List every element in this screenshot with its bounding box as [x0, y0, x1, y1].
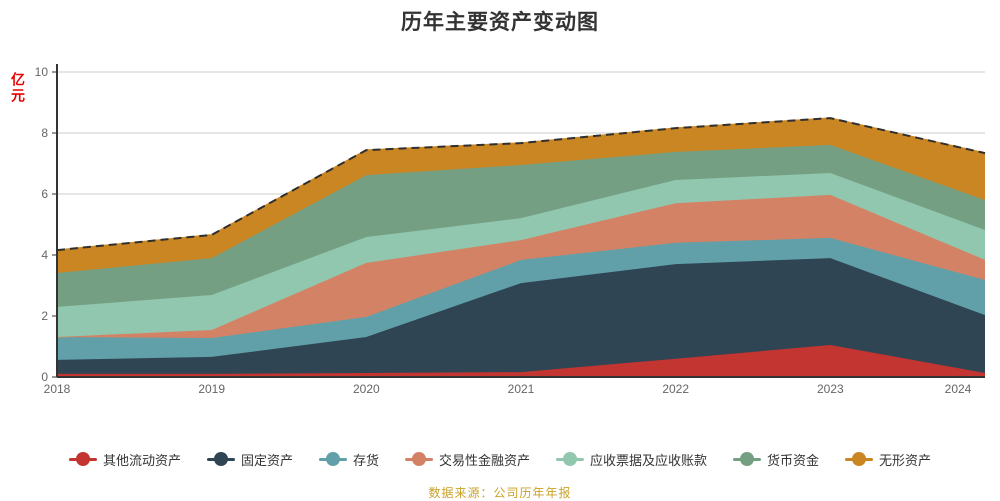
legend-label: 其他流动资产 [102, 452, 181, 468]
legend-item-6[interactable]: 无形资产 [845, 450, 931, 469]
y-tick-label: 8 [41, 126, 48, 140]
series-area-2[interactable] [57, 237, 985, 360]
series-area-6[interactable] [57, 118, 985, 273]
chart-title: 历年主要资产变动图 [401, 11, 599, 34]
legend-item-1[interactable]: 固定资产 [206, 450, 293, 469]
y-tick-label: 0 [41, 370, 48, 384]
legend-line-dot-icon [556, 452, 584, 466]
y-tick-label: 6 [41, 187, 48, 201]
series-area-0[interactable] [57, 345, 985, 377]
y-tick-label: 10 [35, 65, 49, 79]
legend-item-3[interactable]: 交易性金融资产 [404, 450, 530, 469]
legend-label: 无形资产 [879, 452, 932, 468]
legend-item-5[interactable]: 货币资金 [733, 450, 819, 469]
x-tick-label: 2024 [945, 382, 972, 396]
y-axis-unit-label: 亿元 [10, 72, 26, 104]
legend-label: 应收票据及应收账款 [590, 452, 708, 468]
series-area-1[interactable] [57, 258, 985, 374]
x-tick-label: 2018 [44, 382, 71, 396]
legend-label: 交易性金融资产 [438, 452, 530, 468]
legend-label: 货币资金 [767, 452, 820, 468]
y-tick-label: 2 [41, 309, 48, 323]
legend: 其他流动资产 固定资产 存货 交易性金融资产 应收票据及应收账款 货币资金 无形资产 [0, 446, 1000, 472]
x-tick-label: 2019 [198, 382, 225, 396]
x-tick-label: 2020 [353, 382, 380, 396]
legend-item-2[interactable]: 存货 [318, 450, 379, 469]
legend-label: 固定资产 [240, 452, 293, 468]
legend-item-4[interactable]: 应收票据及应收账款 [556, 450, 707, 469]
legend-label: 存货 [352, 452, 379, 468]
x-tick-label: 2022 [662, 382, 689, 396]
x-tick-label: 2023 [817, 382, 844, 396]
legend-line-dot-icon [206, 452, 235, 466]
legend-line-dot-icon [404, 452, 433, 466]
legend-line-dot-icon [845, 452, 874, 466]
y-tick-label: 4 [41, 248, 48, 262]
series-area-4[interactable] [57, 173, 985, 337]
legend-line-dot-icon [733, 452, 762, 466]
series-area-3[interactable] [57, 194, 985, 338]
legend-item-0[interactable]: 其他流动资产 [68, 450, 181, 469]
legend-line-dot-icon [68, 452, 97, 466]
series-area-5[interactable] [57, 144, 985, 307]
x-tick-label: 2021 [508, 382, 535, 396]
legend-line-dot-icon [318, 452, 347, 466]
data-source-link[interactable]: 数据来源：公司历年年报 [428, 486, 572, 500]
total-dashed-line [56, 117, 986, 252]
